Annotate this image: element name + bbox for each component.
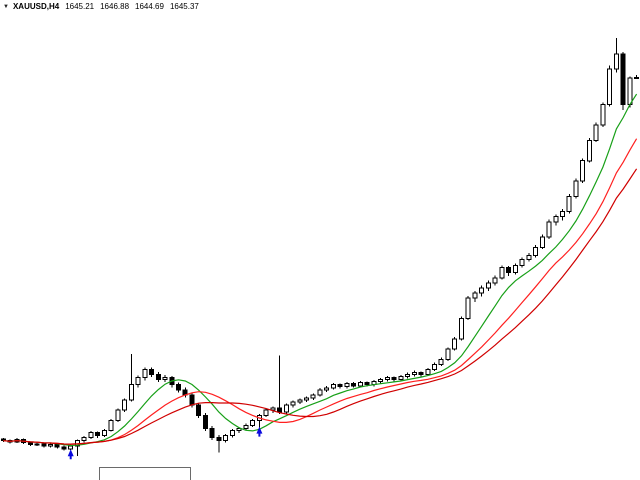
quote-low-value: 1644.69 <box>135 2 164 11</box>
symbol-period-label: XAUUSD,H4 <box>12 2 60 11</box>
ma-slow-red-line <box>3 168 638 445</box>
quote-high-value: 1646.88 <box>100 2 130 11</box>
one-click-trading-arrow-icon[interactable]: ▼ <box>3 3 9 10</box>
moving-average-lines <box>3 93 638 447</box>
ma-mid-red-line <box>3 138 638 445</box>
bottom-left-box <box>99 467 191 480</box>
ma-fast-green-line <box>3 93 638 447</box>
candlestick-series <box>0 38 640 456</box>
quote-close-value: 1645.37 <box>169 2 199 11</box>
quote-open-value: 1645.21 <box>65 2 95 11</box>
symbol-ohlc-overlay: ▼ XAUUSD,H4 1645.21 1646.88 1644.69 1645… <box>3 2 199 11</box>
trade-arrow-markers <box>67 426 263 460</box>
